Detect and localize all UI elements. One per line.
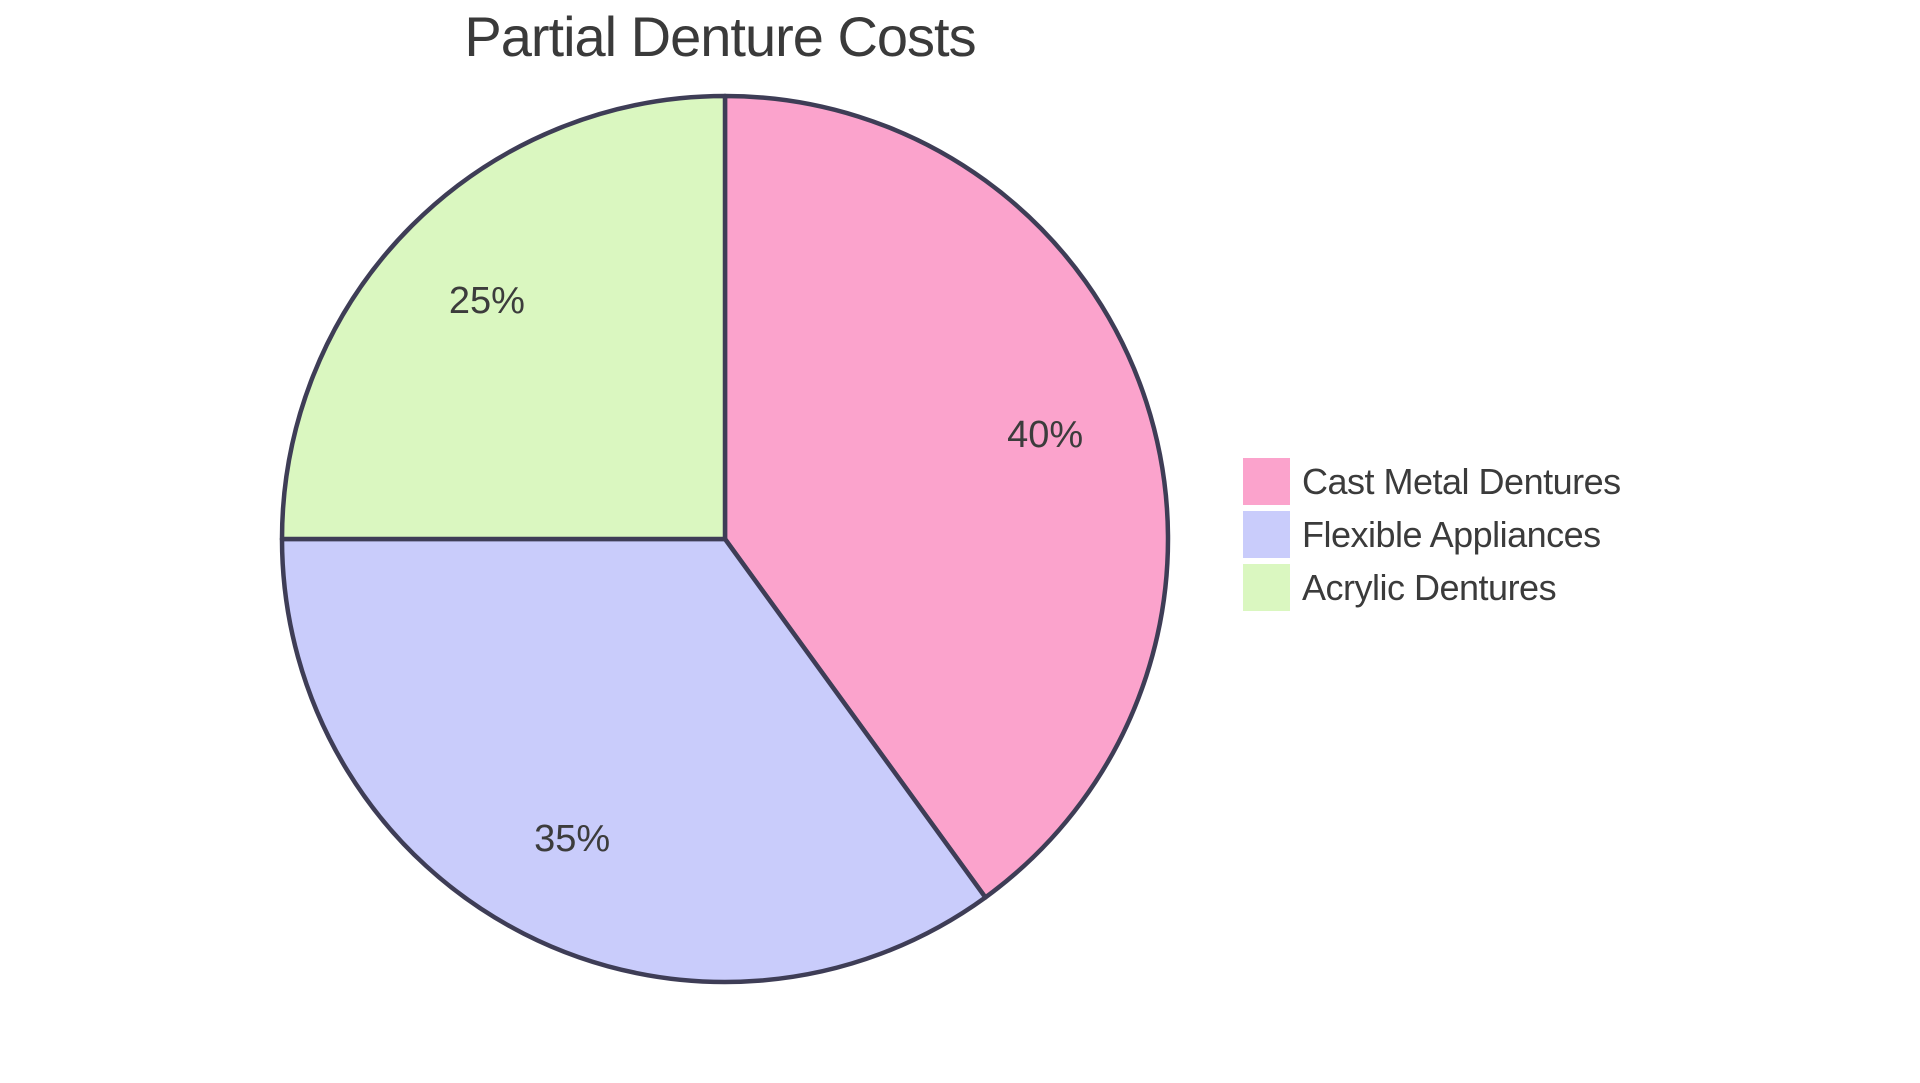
slice-label: 35% (534, 818, 610, 860)
pie-slice (279, 536, 988, 985)
slice-label: 40% (1007, 414, 1083, 456)
legend-swatch (1243, 458, 1290, 505)
legend-swatch (1243, 564, 1290, 611)
legend-label: Acrylic Dentures (1302, 566, 1557, 608)
legend: Cast Metal Dentures Flexible Appliances … (1243, 458, 1621, 611)
legend-item: Cast Metal Dentures (1243, 458, 1621, 505)
legend-label: Flexible Appliances (1302, 513, 1601, 555)
pie-slice (722, 93, 1171, 900)
pie-slice (279, 93, 728, 542)
chart-title: Partial Denture Costs (464, 5, 976, 68)
legend-label: Cast Metal Dentures (1302, 460, 1621, 502)
slice-label: 25% (449, 280, 525, 322)
legend-swatch (1243, 511, 1290, 558)
legend-item: Acrylic Dentures (1243, 564, 1621, 611)
legend-item: Flexible Appliances (1243, 511, 1621, 558)
